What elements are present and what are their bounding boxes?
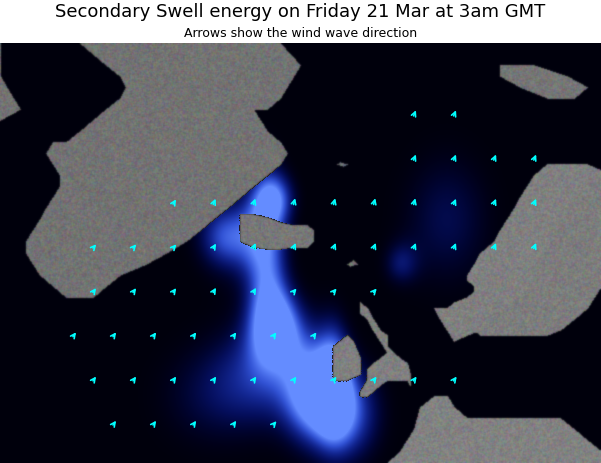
Text: Arrows show the wind wave direction: Arrows show the wind wave direction [184,27,417,40]
Text: Secondary Swell energy on Friday 21 Mar at 3am GMT: Secondary Swell energy on Friday 21 Mar … [55,3,546,21]
